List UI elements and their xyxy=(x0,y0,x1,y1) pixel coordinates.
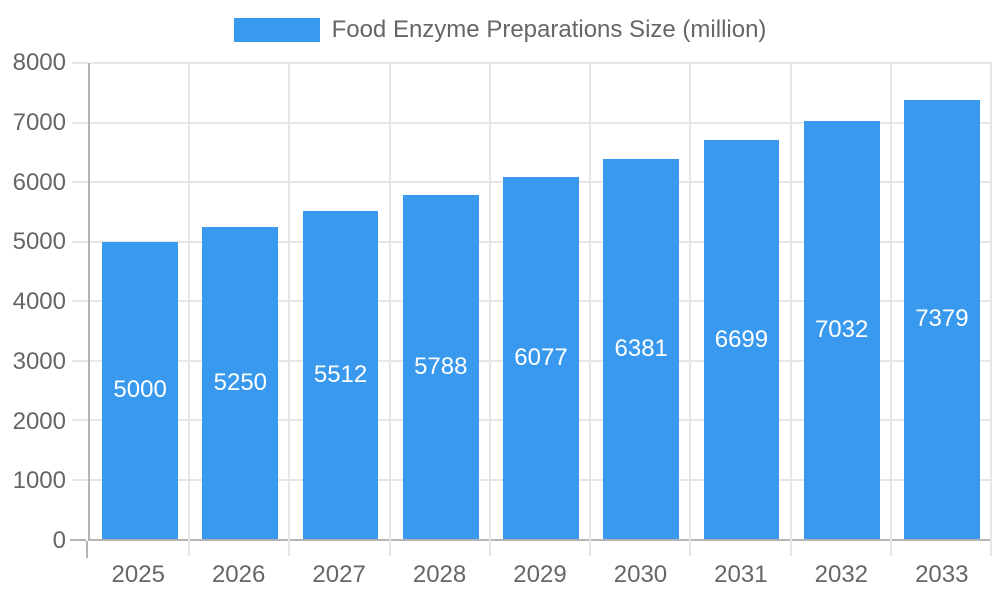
x-axis-tick xyxy=(288,539,291,556)
x-axis-tick-label: 2025 xyxy=(111,561,165,588)
y-axis-tick xyxy=(72,62,88,64)
y-axis-tick xyxy=(72,359,88,362)
legend[interactable]: Food Enzyme Preparations Size (million) xyxy=(0,16,1000,44)
bar-value-label: 5512 xyxy=(313,361,368,389)
gridline-vertical xyxy=(188,63,191,539)
bar-value-label: 7379 xyxy=(915,305,969,333)
x-axis-tick-label: 2031 xyxy=(714,561,768,588)
y-axis-tick xyxy=(72,181,88,183)
y-axis-tick xyxy=(72,240,88,243)
gridline-vertical xyxy=(388,63,391,539)
gridline-vertical xyxy=(488,63,491,539)
x-axis-tick xyxy=(990,539,992,556)
y-axis-tick-label: 3000 xyxy=(12,347,66,375)
x-axis-tick-label: 2033 xyxy=(915,561,969,588)
x-axis-tick-label: 2028 xyxy=(412,561,467,588)
y-axis-tick-label: 1000 xyxy=(12,467,66,495)
legend-label: Food Enzyme Preparations Size (million) xyxy=(331,16,767,43)
x-axis-tick xyxy=(589,539,592,556)
x-axis-labels: 2025 2026 2027 2028 2029 2030 2031 2032 2033 xyxy=(88,559,992,593)
bar[interactable]: 5512 xyxy=(302,211,379,539)
gridline-vertical xyxy=(689,63,692,539)
bar-value-label: 6077 xyxy=(514,344,568,372)
bar[interactable]: 6699 xyxy=(703,140,780,539)
x-axis-tick xyxy=(789,539,792,556)
bar-value-label: 5250 xyxy=(213,368,268,396)
bar[interactable]: 7379 xyxy=(903,99,980,539)
x-axis-tick xyxy=(488,539,491,556)
x-axis-tick xyxy=(388,539,391,556)
bar-value-label: 6699 xyxy=(714,325,769,353)
x-axis-tick-label: 2029 xyxy=(513,561,567,588)
y-axis-tick xyxy=(72,300,88,302)
y-axis-tick-label: 2000 xyxy=(12,407,66,435)
x-axis-tick xyxy=(889,539,892,556)
y-axis-tick-label: 4000 xyxy=(12,288,66,315)
bar-value-label: 5788 xyxy=(414,352,468,380)
legend-swatch-icon xyxy=(233,18,320,42)
y-axis-tick-label: 5000 xyxy=(12,228,66,256)
gridline-vertical xyxy=(990,63,992,539)
bar-value-label: 7032 xyxy=(814,315,869,343)
gridline-vertical xyxy=(789,63,792,539)
x-axis-tick-label: 2030 xyxy=(613,561,668,588)
x-axis-tick xyxy=(188,539,191,556)
y-axis-tick-label: 6000 xyxy=(12,168,66,196)
y-axis-tick xyxy=(72,419,88,421)
bar-value-label: 5000 xyxy=(113,376,167,404)
bar[interactable]: 6077 xyxy=(503,177,579,539)
x-axis-tick-label: 2032 xyxy=(814,561,869,588)
y-axis-tick xyxy=(72,121,88,124)
y-axis-tick-label: 8000 xyxy=(12,49,66,76)
x-axis-tick-label: 2027 xyxy=(312,561,366,588)
bar[interactable]: 7032 xyxy=(803,120,880,539)
x-axis-tick xyxy=(689,539,692,556)
y-axis-zero-tick xyxy=(70,539,86,541)
gridline-horizontal xyxy=(90,121,992,124)
bar[interactable]: 6381 xyxy=(603,159,680,539)
plot-area: 5000 5250 5512 5788 6077 6381 6699 7032 7379 xyxy=(72,62,992,556)
gridline-horizontal xyxy=(90,62,992,64)
gridline-vertical xyxy=(589,63,592,539)
bar-value-label: 6381 xyxy=(614,335,668,363)
bar[interactable]: 5788 xyxy=(402,194,479,539)
gridline-vertical xyxy=(288,63,291,539)
y-axis-line-extension xyxy=(86,541,88,558)
y-axis-tick xyxy=(72,478,88,481)
bar[interactable]: 5000 xyxy=(102,241,179,539)
y-axis-tick-label: 0 xyxy=(52,527,66,554)
gridline-vertical xyxy=(889,63,892,539)
y-axis-labels: 0 1000 2000 3000 4000 5000 6000 7000 8000 xyxy=(0,51,66,553)
x-axis-tick-label: 2026 xyxy=(211,561,266,588)
y-axis-tick-label: 7000 xyxy=(12,108,66,136)
bar[interactable]: 5250 xyxy=(202,226,279,539)
